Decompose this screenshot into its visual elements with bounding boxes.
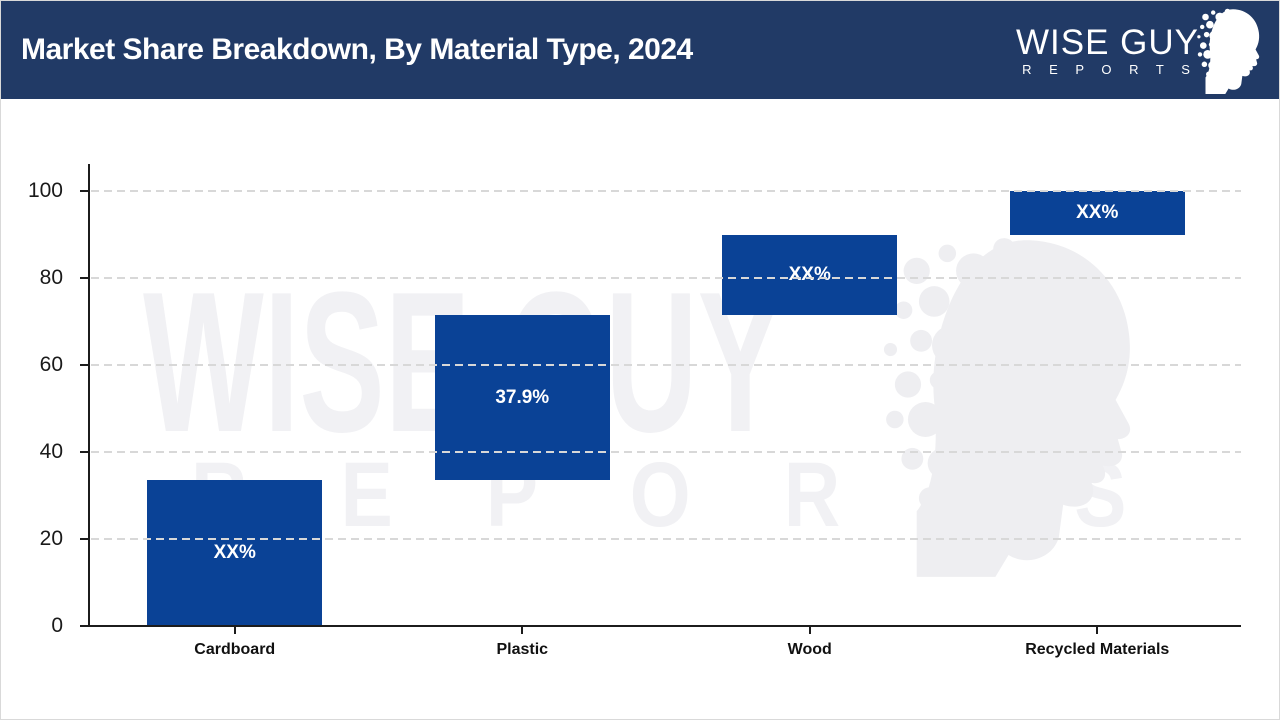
y-tick-label: 0 (51, 614, 63, 637)
x-tick-mark (233, 627, 236, 634)
bars-container: XX% 37.9% XX% XX% (91, 191, 1241, 626)
gridline (91, 451, 1241, 453)
bar-value-label: XX% (213, 542, 256, 564)
y-tick-label: 20 (39, 527, 63, 550)
bar-value-label: 37.9% (495, 386, 550, 408)
y-tick-mark (80, 538, 88, 540)
logo-wordmark: WISE GUY (1015, 22, 1199, 62)
y-tick-mark (80, 190, 88, 192)
bar-segment: XX% (722, 234, 898, 316)
bar-column: 37.9% (379, 191, 667, 626)
page-title: Market Share Breakdown, By Material Type… (21, 33, 693, 66)
y-tick-label: 40 (39, 440, 63, 463)
gridline (91, 277, 1241, 279)
x-tick-mark (1096, 627, 1099, 634)
bar-segment: 37.9% (434, 315, 610, 481)
x-axis-line (88, 625, 1241, 627)
plot-area: XX% 37.9% XX% XX% (91, 190, 1241, 626)
x-category-label: Wood (787, 641, 832, 658)
bar-column: XX% (954, 191, 1242, 626)
bar-value-label: XX% (788, 263, 831, 285)
watermark-face-icon (883, 238, 1131, 577)
wise-guy-logo: WISE GUY R E P O R T S (1016, 6, 1273, 94)
y-axis-tick-labels: 0 20 40 60 80 100 (1, 179, 79, 637)
bar-value-label: XX% (1076, 201, 1119, 223)
bar-column: XX% (666, 191, 954, 626)
y-tick-label: 80 (39, 266, 63, 289)
y-axis-line (88, 164, 90, 627)
x-tick-mark (521, 627, 524, 634)
y-tick-mark (80, 277, 88, 279)
header-bar: Market Share Breakdown, By Material Type… (1, 1, 1279, 99)
x-axis-category-labels: Cardboard Plastic Wood Recycled Materials (91, 641, 1241, 659)
y-tick-mark (80, 625, 88, 627)
y-tick-mark (80, 451, 88, 453)
gridline (91, 538, 1241, 540)
logo-subtitle: R E P O R T S (1022, 61, 1197, 77)
x-category-label: Cardboard (194, 641, 276, 658)
gridline (91, 190, 1241, 192)
gridline (91, 364, 1241, 366)
logo-face-icon (1197, 8, 1260, 94)
y-tick-label: 100 (27, 179, 63, 202)
y-tick-mark (80, 364, 88, 366)
bar-segment: XX% (147, 480, 323, 626)
x-tick-mark (808, 627, 811, 634)
x-category-label: Recycled Materials (1025, 641, 1170, 658)
x-category-label: Plastic (496, 641, 549, 658)
bar-segment: XX% (1009, 191, 1185, 235)
logo-text: WISE GUY R E P O R T S (1016, 25, 1199, 76)
y-tick-label: 60 (39, 353, 63, 376)
bar-column: XX% (91, 191, 379, 626)
